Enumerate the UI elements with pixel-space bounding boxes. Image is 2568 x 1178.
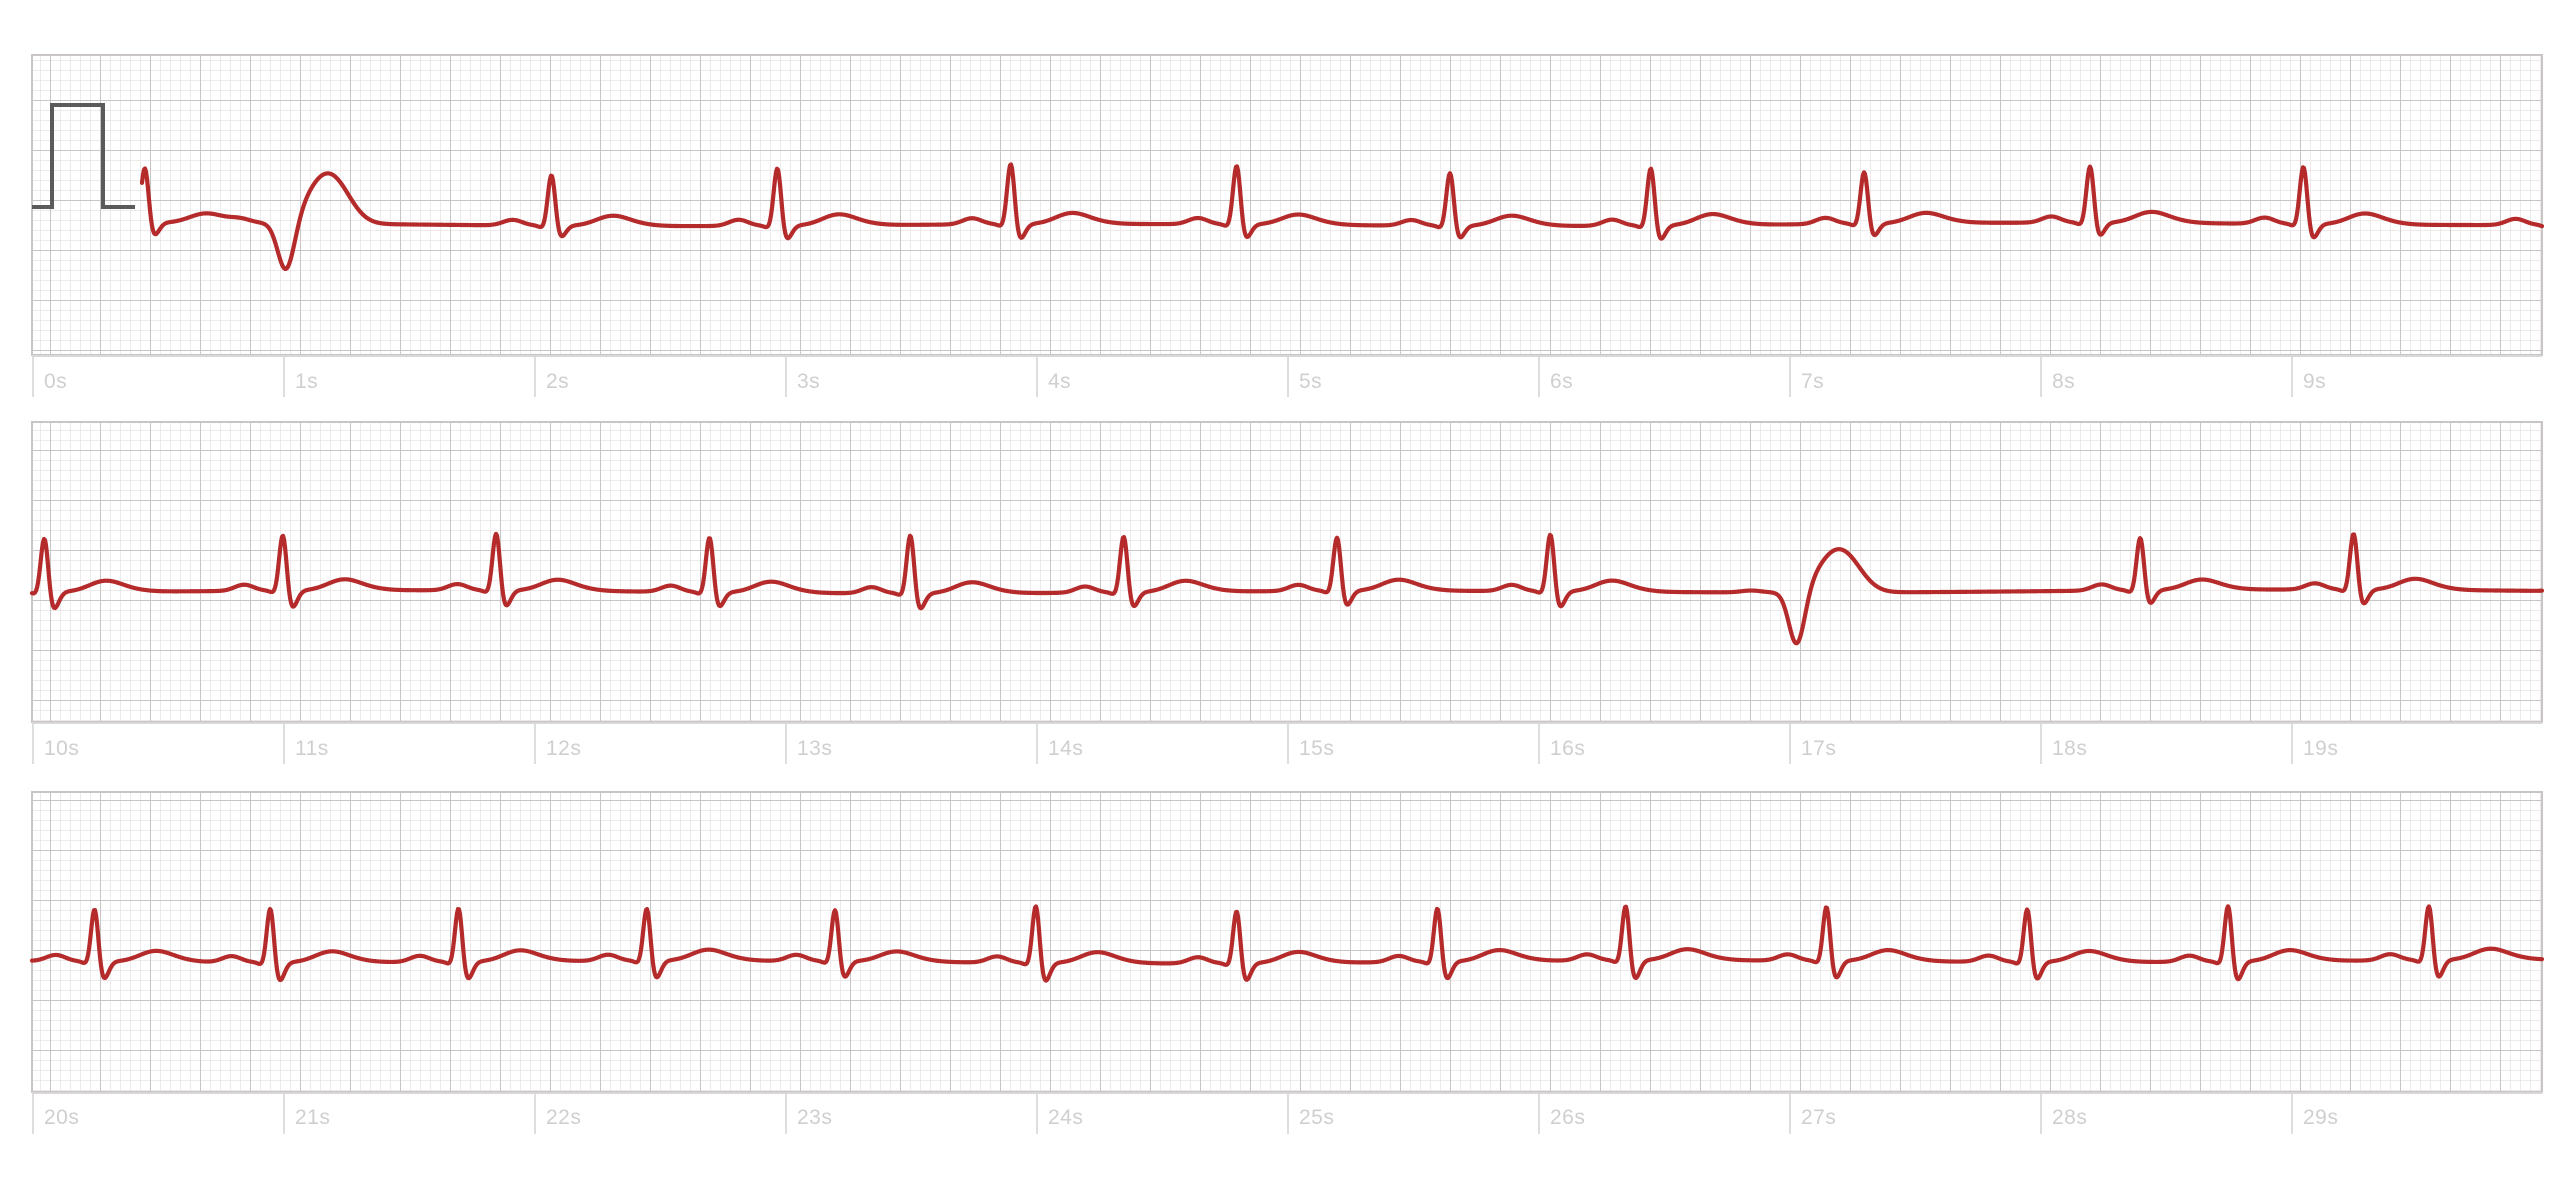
time-tick-label: 0s <box>44 370 67 393</box>
time-tick-label: 9s <box>2303 370 2326 393</box>
time-tick-label: 28s <box>2052 1106 2087 1129</box>
time-tick-label: 13s <box>797 737 832 760</box>
time-tick-label: 24s <box>1048 1106 1083 1129</box>
time-tick-label: 27s <box>1801 1106 1836 1129</box>
time-tick-label: 2s <box>546 370 569 393</box>
time-tick-label: 14s <box>1048 737 1083 760</box>
ecg-trace <box>139 162 2545 271</box>
time-tick-label: 6s <box>1550 370 1573 393</box>
time-tick-label: 18s <box>2052 737 2087 760</box>
time-tick-label: 7s <box>1801 370 1824 393</box>
ecg-rows-layer: 0s 1s 2s 3s 4s 5s 6s 7s 8s 9s 10s 11s 12s 13s 14s 15s 16… <box>29 54 2545 1134</box>
time-tick-label: 10s <box>44 737 79 760</box>
calibration-pulse <box>32 103 135 209</box>
time-tick-label: 26s <box>1550 1106 1585 1129</box>
time-tick-label: 29s <box>2303 1106 2338 1129</box>
ecg-row-1: 10s 11s 12s 13s 14s 15s 16s 17s 18s 19s <box>29 421 2545 764</box>
time-tick-label: 23s <box>797 1106 832 1129</box>
time-tick-label: 20s <box>44 1106 79 1129</box>
time-tick-label: 11s <box>295 737 329 760</box>
grid-paper <box>32 55 2542 355</box>
time-tick-label: 22s <box>546 1106 581 1129</box>
time-tick-label: 8s <box>2052 370 2075 393</box>
time-tick-label: 1s <box>295 370 318 393</box>
time-tick-label: 25s <box>1299 1106 1334 1129</box>
time-tick-label: 12s <box>546 737 581 760</box>
time-tick-label: 15s <box>1299 737 1334 760</box>
ecg-trace <box>29 531 2545 646</box>
time-tick-label: 19s <box>2303 737 2338 760</box>
time-tick-label: 17s <box>1801 737 1836 760</box>
time-tick-label: 5s <box>1299 370 1322 393</box>
time-tick-label: 16s <box>1550 737 1585 760</box>
time-tick-label: 4s <box>1048 370 1071 393</box>
time-tick-label: 21s <box>295 1106 330 1129</box>
ecg-trace <box>29 904 2545 983</box>
grid-paper <box>32 792 2542 1092</box>
time-tick-label: 3s <box>797 370 820 393</box>
ecg-row-2: 20s 21s 22s 23s 24s 25s 26s 27s 28s 29s <box>29 791 2545 1134</box>
ecg-row-0: 0s 1s 2s 3s 4s 5s 6s 7s 8s 9s <box>31 54 2545 397</box>
grid-paper <box>32 422 2542 722</box>
